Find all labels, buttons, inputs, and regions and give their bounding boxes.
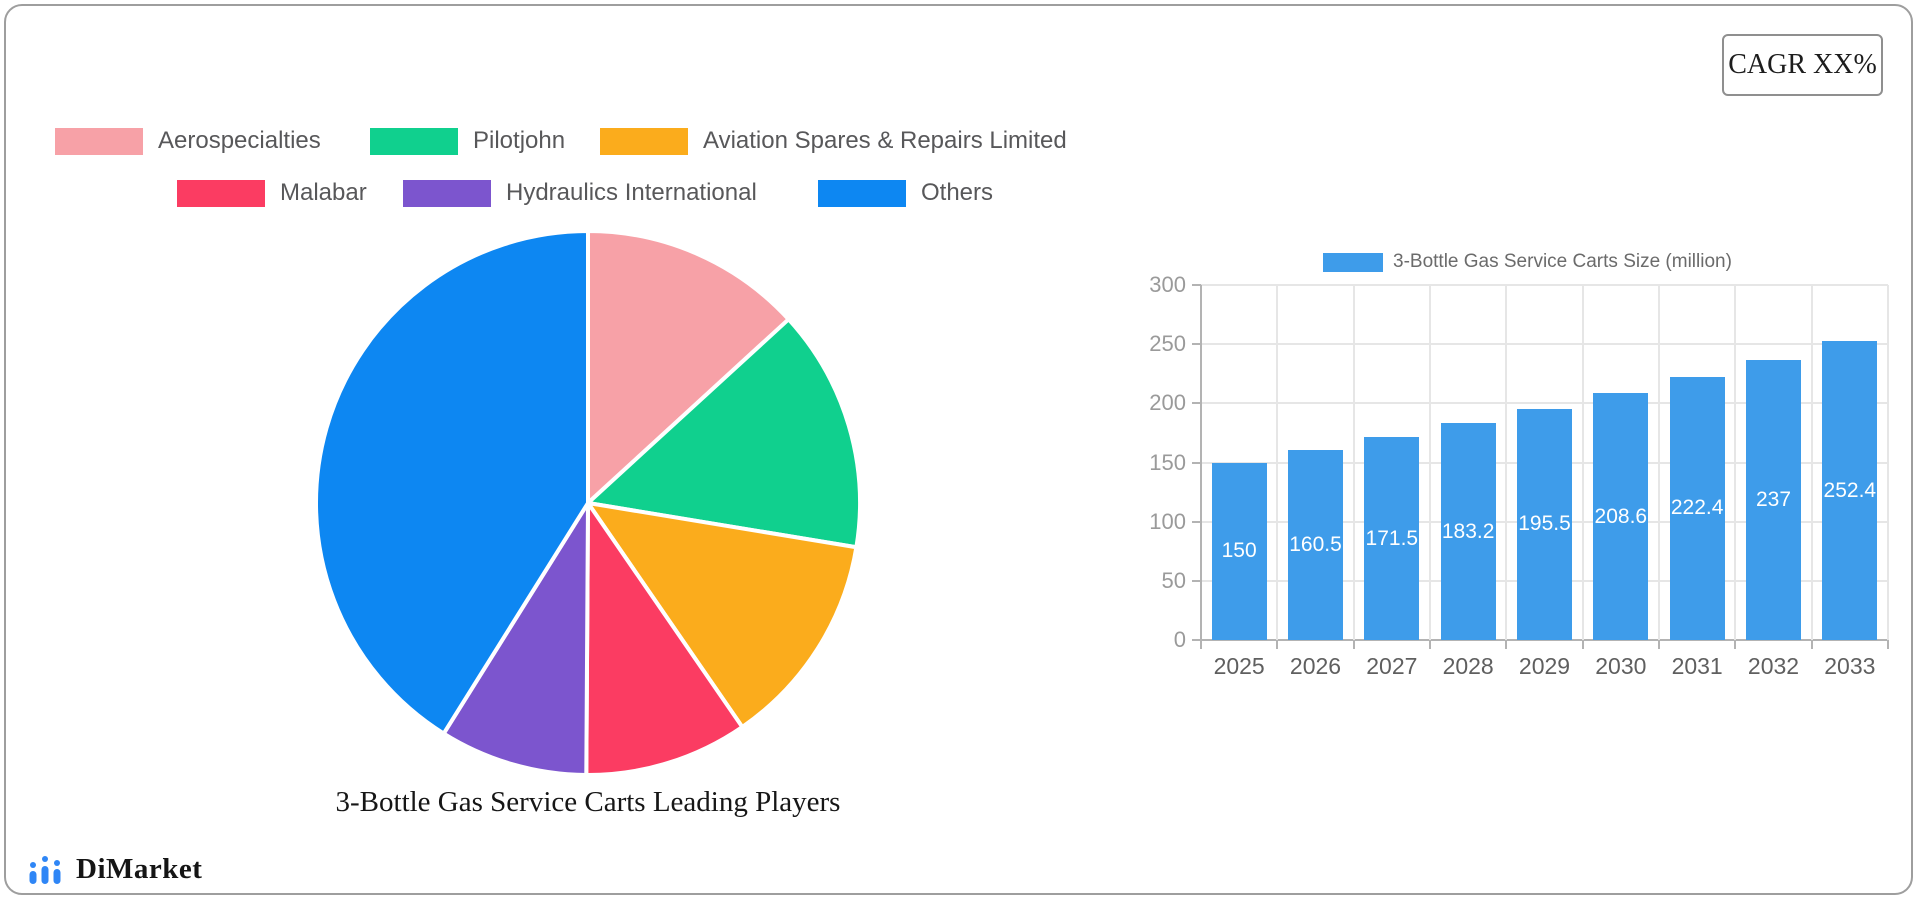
gridline-v-4 xyxy=(1505,285,1508,640)
x-tick-1 xyxy=(1276,640,1279,649)
bar-value-label-2031: 222.4 xyxy=(1670,496,1724,520)
gridline-h-0 xyxy=(1201,639,1888,641)
y-tick-label-200: 200 xyxy=(1149,390,1186,416)
gridline-h-200 xyxy=(1201,402,1888,405)
legend-label-aerospecialties: Aerospecialties xyxy=(158,127,321,154)
legend-swatch-aerospecialties xyxy=(55,127,143,155)
pie-chart xyxy=(314,229,862,777)
legend-swatch-others xyxy=(818,179,906,207)
x-tick-label-2031: 2031 xyxy=(1671,653,1723,679)
gridline-h-250 xyxy=(1201,343,1888,346)
bar-2027 xyxy=(1364,437,1420,640)
brand-name: DiMarket xyxy=(76,853,203,885)
gridline-v-0 xyxy=(1200,285,1202,640)
x-tick-8 xyxy=(1810,640,1813,649)
pie-slice-aerospecialties xyxy=(586,229,791,505)
bar-2030 xyxy=(1593,393,1649,640)
bar-value-label-2028: 183.2 xyxy=(1441,519,1495,543)
x-tick-9 xyxy=(1887,640,1889,649)
x-tick-label-2032: 2032 xyxy=(1747,653,1800,679)
gridline-v-2 xyxy=(1352,285,1355,640)
legend-swatch-pilotjohn xyxy=(370,127,458,155)
gridline-v-5 xyxy=(1581,285,1584,640)
y-tick-label-250: 250 xyxy=(1149,331,1186,357)
x-tick-label-2033: 2033 xyxy=(1824,653,1876,679)
gridline-v-9 xyxy=(1887,285,1889,640)
y-tick-150 xyxy=(1192,461,1201,464)
bar-series-swatch xyxy=(1323,253,1383,272)
y-tick-label-50: 50 xyxy=(1161,567,1186,593)
pie-chart-title: 3-Bottle Gas Service Carts Leading Playe… xyxy=(335,786,841,818)
y-tick-100 xyxy=(1192,520,1201,523)
pie-slice-aviation-spares-repairs-limited xyxy=(586,501,859,729)
x-tick-4 xyxy=(1505,640,1508,649)
x-tick-label-2025: 2025 xyxy=(1213,653,1265,679)
bar-2033 xyxy=(1822,341,1878,640)
y-tick-label-300: 300 xyxy=(1149,272,1186,297)
x-tick-label-2028: 2028 xyxy=(1442,653,1494,679)
y-tick-label-0: 0 xyxy=(1173,627,1186,652)
legend-item-pilotjohn: Pilotjohn xyxy=(370,127,565,155)
x-tick-5 xyxy=(1581,640,1584,649)
gridline-v-8 xyxy=(1810,285,1813,640)
bar-2026 xyxy=(1288,450,1343,640)
pie-slice-malabar xyxy=(584,501,745,777)
cagr-label: CAGR XX% xyxy=(1728,49,1877,80)
x-tick-0 xyxy=(1200,640,1202,649)
legend-item-malabar: Malabar xyxy=(177,179,367,207)
y-tick-300 xyxy=(1192,284,1201,286)
gridline-h-300 xyxy=(1201,284,1888,286)
bar-value-label-2032: 237 xyxy=(1755,487,1792,511)
x-tick-label-2029: 2029 xyxy=(1518,653,1571,679)
gridline-v-3 xyxy=(1429,285,1431,640)
y-tick-0 xyxy=(1192,639,1201,641)
bar-value-label-2025: 150 xyxy=(1221,539,1257,563)
y-tick-label-150: 150 xyxy=(1149,449,1186,475)
y-tick-label-100: 100 xyxy=(1149,508,1186,534)
bar-value-label-2029: 195.5 xyxy=(1518,512,1571,536)
pie-slice-others xyxy=(314,229,590,736)
gridline-v-7 xyxy=(1734,285,1737,640)
cagr-badge: CAGR XX% xyxy=(1722,34,1883,96)
legend-label-malabar: Malabar xyxy=(280,179,367,206)
x-tick-6 xyxy=(1658,640,1660,649)
bar-chart-logo-icon xyxy=(29,855,61,884)
bar-value-label-2027: 171.5 xyxy=(1365,526,1419,550)
legend-item-hydraulics-international: Hydraulics International xyxy=(403,179,757,207)
bar-2028 xyxy=(1440,423,1496,640)
x-tick-label-2026: 2026 xyxy=(1289,653,1342,679)
x-tick-3 xyxy=(1429,640,1431,649)
x-tick-2 xyxy=(1352,640,1355,649)
legend-label-aviation-spares-repairs-limited: Aviation Spares & Repairs Limited xyxy=(703,127,1067,154)
bar-2029 xyxy=(1517,408,1572,640)
gridline-v-6 xyxy=(1658,285,1660,640)
legend-item-aerospecialties: Aerospecialties xyxy=(55,127,321,155)
legend-swatch-hydraulics-international xyxy=(403,179,491,207)
bar-value-label-2026: 160.5 xyxy=(1289,533,1342,557)
bar-value-label-2033: 252.4 xyxy=(1823,478,1877,502)
legend-item-others: Others xyxy=(818,179,993,207)
gridline-v-1 xyxy=(1276,285,1279,640)
bar-2032 xyxy=(1746,359,1801,640)
brand-logo: DiMarket xyxy=(26,853,202,886)
x-tick-7 xyxy=(1734,640,1737,649)
y-tick-50 xyxy=(1192,579,1201,582)
x-tick-label-2027: 2027 xyxy=(1366,653,1418,679)
x-tick-label-2030: 2030 xyxy=(1595,653,1647,679)
legend-label-others: Others xyxy=(921,179,994,206)
legend-swatch-aviation-spares-repairs-limited xyxy=(600,127,688,155)
legend-label-pilotjohn: Pilotjohn xyxy=(473,127,566,154)
pie-slice-hydraulics-international xyxy=(441,501,590,777)
bar-value-label-2030: 208.6 xyxy=(1594,504,1648,528)
legend-swatch-malabar xyxy=(177,179,265,207)
bar-2031 xyxy=(1669,376,1725,640)
legend-item-aviation-spares-repairs-limited: Aviation Spares & Repairs Limited xyxy=(600,127,1067,155)
bar-2025 xyxy=(1211,462,1267,640)
bar-series-legend-label: 3-Bottle Gas Service Carts Size (million… xyxy=(1393,251,1732,272)
y-tick-200 xyxy=(1192,402,1201,405)
y-tick-250 xyxy=(1192,343,1201,346)
pie-slice-pilotjohn xyxy=(586,317,862,550)
legend-label-hydraulics-international: Hydraulics International xyxy=(506,179,757,206)
